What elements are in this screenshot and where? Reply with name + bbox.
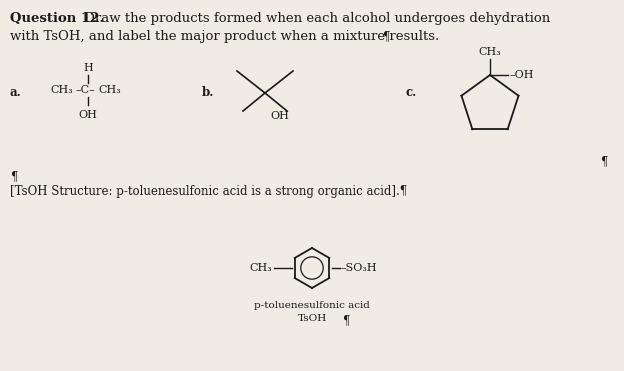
Text: Question 12.: Question 12. [10, 12, 104, 25]
Text: [TsOH Structure: p-toluenesulfonic acid is a strong organic acid].¶: [TsOH Structure: p-toluenesulfonic acid … [10, 185, 407, 198]
Text: Draw the products formed when each alcohol undergoes dehydration: Draw the products formed when each alcoh… [80, 12, 550, 25]
Text: OH: OH [270, 111, 289, 121]
Text: CH₃: CH₃ [249, 263, 272, 273]
Text: OH: OH [79, 110, 97, 120]
Text: CH₃: CH₃ [479, 47, 501, 57]
Text: c.: c. [405, 85, 416, 98]
Text: with TsOH, and label the major product when a mixture results.: with TsOH, and label the major product w… [10, 30, 439, 43]
Text: TsOH: TsOH [298, 314, 326, 323]
Text: –OH: –OH [510, 70, 535, 80]
Text: –C–: –C– [76, 85, 95, 95]
Text: –SO₃H: –SO₃H [341, 263, 378, 273]
Text: ¶: ¶ [382, 30, 389, 43]
Text: ¶: ¶ [342, 314, 349, 327]
Text: ¶: ¶ [10, 170, 17, 183]
Text: CH₃: CH₃ [98, 85, 121, 95]
Text: CH₃: CH₃ [50, 85, 73, 95]
Text: a.: a. [10, 85, 22, 98]
Text: H: H [83, 63, 93, 73]
Text: ¶: ¶ [600, 155, 607, 168]
Text: p-toluenesulfonic acid: p-toluenesulfonic acid [254, 301, 370, 310]
Text: b.: b. [202, 85, 215, 98]
